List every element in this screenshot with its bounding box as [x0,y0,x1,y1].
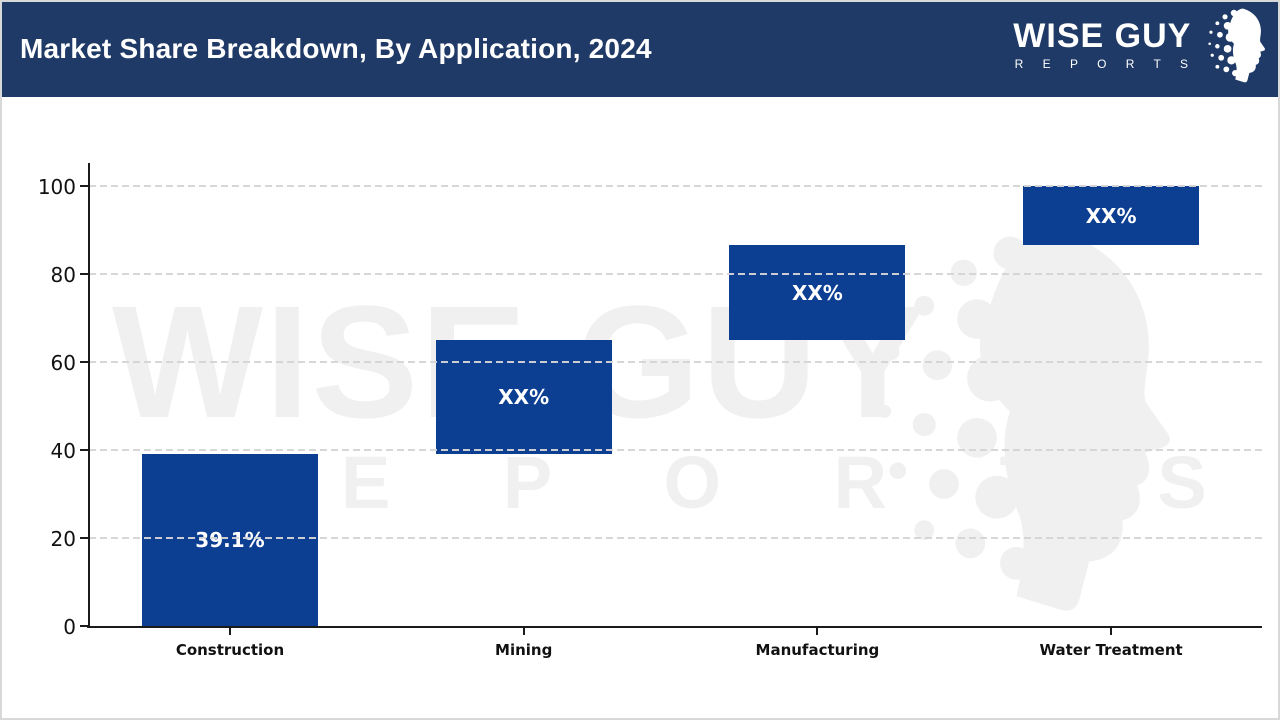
x-tick-manufacturing [816,628,819,635]
gridline-40 [89,449,1262,451]
brand-tagline: R E P O R T S [1014,56,1196,71]
header-bar: Market Share Breakdown, By Application, … [0,0,1280,97]
x-label-construction: Construction [175,641,285,659]
y-tick-40 [80,449,88,451]
x-label-manufacturing: Manufacturing [755,641,880,659]
y-axis-line [88,163,90,628]
y-tick-80 [80,273,88,275]
y-tick-label-80: 80 [50,263,76,287]
bar-mining: XX% [435,340,612,454]
x-label-mining: Mining [495,641,553,659]
bar-water-treatment: XX% [1023,186,1200,246]
gridline-60 [89,361,1262,363]
y-tick-label-0: 0 [63,615,76,639]
y-tick-0 [80,625,88,627]
brand-logo: WISE GUY R E P O R T S [1009,6,1266,84]
chart-title: Market Share Breakdown, By Application, … [20,32,652,64]
wiseguy-head-icon [1202,6,1266,84]
y-tick-60 [80,361,88,363]
y-tick-label-100: 100 [37,175,76,199]
bar-value-manufacturing: XX% [791,280,843,305]
bar-value-mining: XX% [498,384,550,409]
x-tick-water-treatment [1110,628,1113,635]
bar-manufacturing: XX% [729,245,906,340]
gridline-100 [89,185,1262,187]
brand-name: WISE GUY [1013,17,1192,56]
x-tick-mining [522,628,525,635]
y-tick-label-40: 40 [50,439,76,463]
x-tick-construction [229,628,231,635]
bar-construction: 39.1% [142,453,318,626]
y-tick-label-20: 20 [50,527,76,551]
x-label-water-treatment: Water Treatment [1039,641,1183,659]
y-tick-100 [80,185,88,187]
x-axis-line [87,626,1262,628]
bar-value-construction: 39.1% [195,527,265,552]
bar-value-water-treatment: XX% [1085,203,1137,228]
y-tick-label-60: 60 [50,351,76,375]
gridline-20 [89,537,1262,539]
y-tick-20 [80,537,88,539]
gridline-80 [89,273,1262,275]
